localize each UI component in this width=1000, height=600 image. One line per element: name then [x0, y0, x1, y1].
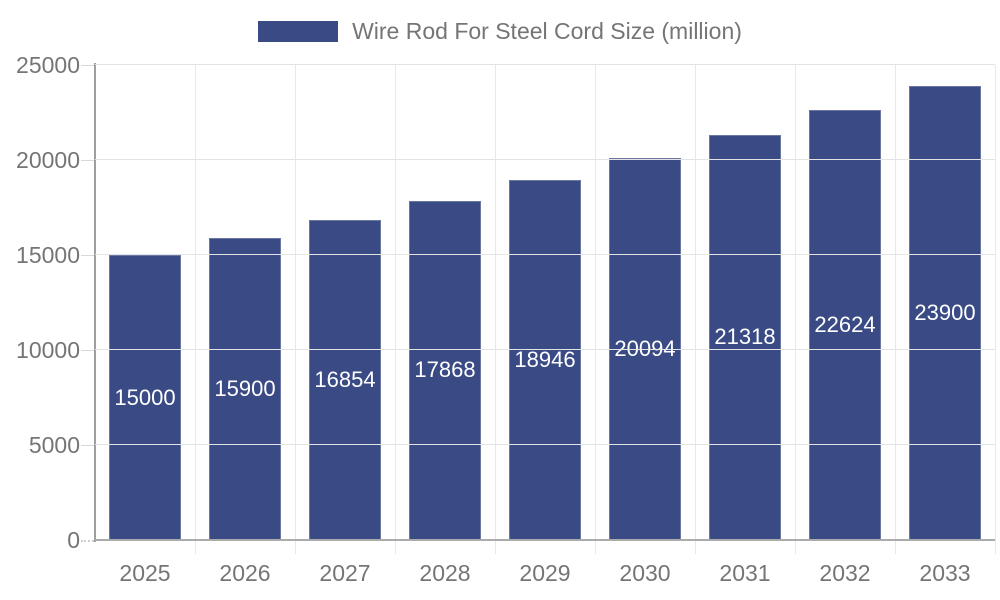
- x-axis-tick-label: 2031: [719, 560, 771, 586]
- gridline-vertical: [795, 65, 796, 554]
- x-axis-tick-label: 2025: [119, 560, 171, 586]
- y-axis-tick-label: 20000: [16, 147, 80, 173]
- bar: 15000: [109, 255, 181, 540]
- x-axis-tick-label: 2026: [219, 560, 271, 586]
- y-axis-tick: [81, 540, 94, 542]
- y-axis-tick-label: 25000: [16, 52, 80, 78]
- bar-column: 16854: [295, 65, 395, 540]
- y-axis-tick: [81, 350, 94, 351]
- bar-value-label: 17868: [414, 357, 476, 383]
- gridline-horizontal: [95, 349, 995, 350]
- y-axis-tick: [81, 160, 94, 161]
- bars-container: 15000 15900 16854 17868 18946 20094 21318 22624…: [95, 65, 995, 540]
- y-axis-line: [94, 63, 96, 542]
- y-axis-tick-label: 5000: [28, 432, 80, 458]
- bar: 22624: [809, 110, 881, 540]
- bar: 16854: [309, 219, 381, 540]
- bar-value-label: 15000: [114, 384, 176, 410]
- bar-column: 21318: [695, 65, 795, 540]
- bar-column: 15000: [95, 65, 195, 540]
- gridline-horizontal: [95, 159, 995, 160]
- gridline-horizontal: [95, 444, 995, 445]
- gridline-vertical: [495, 65, 496, 554]
- x-axis-tick-label: 2033: [919, 560, 971, 586]
- y-axis-tick-label: 15000: [16, 242, 80, 268]
- x-axis-line: [95, 539, 995, 541]
- y-axis-tick: [81, 255, 94, 256]
- y-axis-tick: [81, 445, 94, 446]
- plot-area: 15000 15900 16854 17868 18946 20094 21318 22624…: [95, 64, 996, 554]
- bar: 17868: [409, 200, 481, 540]
- bar: 18946: [509, 180, 581, 540]
- gridline-vertical: [595, 65, 596, 554]
- gridline-vertical: [895, 65, 896, 554]
- gridline-vertical: [694, 65, 696, 554]
- x-axis-labels: 2025 2026 2027 2028 2029 2030 2031 2032 2033: [95, 560, 995, 587]
- bar-column: 17868: [395, 65, 495, 540]
- bar-column: 20094: [595, 65, 695, 540]
- legend: Wire Rod For Steel Cord Size (million): [0, 16, 1000, 46]
- bar-value-label: 16854: [314, 366, 376, 392]
- bar: 15900: [209, 237, 281, 540]
- bar-column: 18946: [495, 65, 595, 540]
- bar-column: 22624: [795, 65, 895, 540]
- y-axis-tick: [81, 65, 94, 66]
- bar-value-label: 23900: [914, 299, 976, 325]
- bar-column: 23900: [895, 65, 995, 540]
- x-axis-tick-label: 2030: [619, 560, 671, 586]
- gridline-vertical: [995, 65, 996, 554]
- bar-value-label: 18946: [514, 347, 576, 373]
- bar-value-label: 21318: [714, 324, 776, 350]
- bar: 21318: [709, 134, 781, 540]
- legend-label: Wire Rod For Steel Cord Size (million): [352, 17, 742, 44]
- gridline-vertical: [295, 65, 296, 554]
- bar-value-label: 15900: [214, 375, 276, 401]
- bar: 23900: [909, 85, 981, 540]
- gridline-horizontal: [95, 64, 995, 65]
- x-axis-tick-label: 2028: [419, 560, 471, 586]
- bar-value-label: 20094: [614, 336, 676, 362]
- gridline-vertical: [195, 65, 196, 554]
- x-axis-tick-label: 2027: [319, 560, 371, 586]
- legend-swatch: [258, 20, 339, 42]
- bar-value-label: 22624: [814, 312, 876, 338]
- gridline-horizontal: [95, 254, 995, 255]
- gridline-vertical: [394, 65, 396, 554]
- y-axis-tick-label: 10000: [16, 337, 80, 363]
- y-axis-tick-label: 0: [67, 527, 80, 553]
- x-axis-tick-label: 2032: [819, 560, 871, 586]
- bar-column: 15900: [195, 65, 295, 540]
- x-axis-tick-label: 2029: [519, 560, 571, 586]
